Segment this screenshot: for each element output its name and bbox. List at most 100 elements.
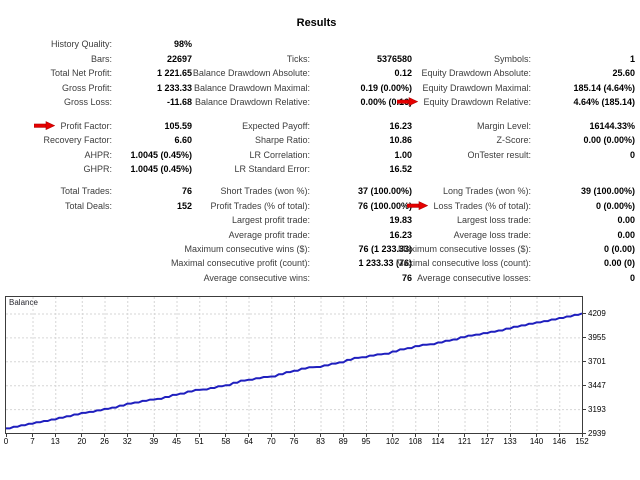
stat-label-right: Loss Trades (% of total):	[407, 201, 531, 211]
chart-legend: Balance	[9, 298, 38, 307]
x-axis-tick-label: 51	[194, 437, 204, 446]
stat-label-right: Equity Drawdown Relative:	[397, 96, 531, 107]
stat-label-text: OnTester result:	[467, 149, 531, 160]
x-axis-tick	[225, 434, 227, 437]
x-axis-tick	[32, 434, 34, 437]
stat-label-text: Balance Drawdown Absolute:	[192, 68, 310, 79]
y-axis-tick-label: 3193	[588, 404, 606, 414]
x-axis-tick-label: 152	[575, 437, 589, 446]
stat-label-right: Largest loss trade:	[412, 215, 531, 225]
stat-label-text: Total Trades:	[60, 186, 112, 197]
x-axis-tick	[437, 434, 439, 437]
stat-label-right: Maximum consecutive losses ($):	[398, 244, 531, 254]
x-axis-tick-label: 121	[457, 437, 472, 446]
stats-table: History Quality: 98% Bars: 22697 Ticks: 53765…	[0, 37, 640, 285]
stat-value-middle: 16.23	[389, 229, 412, 240]
stat-label-text: Expected Payoff:	[242, 120, 310, 131]
stat-value-left: 98%	[173, 39, 192, 50]
x-axis-tick-label: 83	[316, 437, 325, 446]
x-axis-tick-label: 45	[172, 437, 181, 446]
balance-line	[6, 312, 582, 430]
stat-label-middle: Expected Payoff:	[192, 121, 310, 131]
stat-label-text: Equity Drawdown Absolute:	[421, 68, 531, 79]
stats-row: GHPR: 1.0045 (0.45%) LR Standard Error: 16.…	[0, 162, 640, 176]
stat-value-middle: 0.19 (0.00%)	[360, 82, 412, 93]
stat-label-text: LR Standard Error:	[234, 164, 310, 175]
x-axis-tick	[486, 434, 488, 437]
x-axis-tick-label: 58	[221, 437, 231, 446]
stat-label-text: Profit Trades (% of total):	[210, 200, 310, 211]
stat-label-middle: Maximum consecutive wins ($):	[184, 244, 310, 254]
stat-value-left: 6.60	[174, 135, 192, 146]
stats-row: Gross Loss: -11.68 Balance Drawdown Relati…	[0, 95, 640, 109]
stat-label-middle: LR Correlation:	[192, 150, 310, 160]
stat-label-text: Sharpe Ratio:	[254, 135, 310, 146]
x-axis-tick	[54, 434, 56, 437]
stat-value-left: 22697	[166, 53, 192, 64]
stat-value-middle: 1.00	[394, 149, 412, 160]
stat-value-middle: 16.52	[389, 164, 412, 175]
stats-row: Maximal consecutive profit (count): 1 233…	[0, 256, 640, 270]
y-axis-tick-label: 3447	[588, 380, 606, 390]
stat-label-left: Total Net Profit:	[0, 68, 112, 78]
stat-label-right: Maximal consecutive loss (count):	[396, 258, 531, 268]
stat-label-text: Maximal consecutive loss (count):	[395, 258, 531, 269]
stat-value-left: 105.59	[164, 120, 192, 131]
stat-value-right: 185.14 (4.64%)	[573, 82, 635, 93]
y-axis-tick-label: 3701	[588, 356, 606, 366]
y-axis-tick	[583, 337, 586, 339]
stats-row: Total Net Profit: 1 221.65 Balance Drawdow…	[0, 66, 640, 80]
stat-label-text: Average consecutive losses:	[417, 272, 531, 283]
stat-label-text: Total Deals:	[64, 200, 112, 211]
stat-label-left: Total Trades:	[0, 186, 112, 196]
stat-value-right: 4.64% (185.14)	[573, 96, 635, 107]
x-axis-tick-label: 39	[149, 437, 159, 446]
stats-row: Gross Profit: 1 233.33 Balance Drawdown Ma…	[0, 80, 640, 94]
stat-label-text: Short Trades (won %):	[220, 186, 310, 197]
stat-label-text: LR Correlation:	[249, 149, 310, 160]
stat-label-left: Gross Loss:	[0, 97, 112, 107]
stat-label-text: Maximum consecutive wins ($):	[184, 244, 310, 254]
x-axis-tick	[81, 434, 83, 437]
stat-label-text: Average profit trade:	[228, 229, 310, 240]
stat-value-right: 25.60	[612, 68, 635, 79]
stat-value-right: 16144.33%	[589, 120, 635, 131]
red-arrow-icon	[397, 97, 419, 107]
x-axis-tick-label: 0	[3, 437, 9, 446]
x-axis-tick	[270, 434, 272, 437]
stat-label-middle: Balance Drawdown Relative:	[192, 97, 310, 107]
stat-label-left: Gross Profit:	[0, 83, 112, 93]
stat-label-middle: Maximal consecutive profit (count):	[171, 258, 310, 268]
stat-label-text: Recovery Factor:	[43, 135, 112, 146]
stats-row: Total Trades: 76 Short Trades (won %): 37 (…	[0, 184, 640, 198]
stat-value-left: 1.0045 (0.45%)	[130, 149, 192, 160]
stat-value-middle: 0.00% (0.16)	[360, 96, 412, 107]
stat-label-text: GHPR:	[83, 164, 112, 175]
stat-label-text: Maximum consecutive losses ($):	[397, 244, 531, 254]
stat-label-text: Largest loss trade:	[456, 215, 531, 226]
stat-label-middle: Average profit trade:	[192, 230, 310, 240]
x-axis-tick-label: 95	[361, 437, 371, 446]
stat-label-right: Average loss trade:	[412, 230, 531, 240]
x-axis-tick	[5, 434, 7, 437]
stat-label-text: Long Trades (won %):	[442, 186, 531, 197]
x-axis-tick	[392, 434, 394, 437]
stat-label-text: Ticks:	[286, 53, 310, 64]
x-axis-tick-label: 146	[552, 437, 566, 446]
stat-label-text: Equity Drawdown Relative:	[423, 96, 531, 107]
stat-value-middle: 76 (100.00%)	[357, 200, 412, 211]
stat-label-text: AHPR:	[84, 149, 112, 160]
stat-value-middle: 19.83	[389, 215, 412, 226]
x-axis-tick-label: 64	[244, 437, 253, 446]
stat-label-text: Bars:	[90, 53, 112, 64]
stats-row: Largest profit trade: 19.83 Largest loss t…	[0, 213, 640, 227]
stat-label-middle: Short Trades (won %):	[192, 186, 310, 196]
x-axis-tick	[176, 434, 178, 437]
stat-value-middle: 76 (1 233.33)	[358, 244, 412, 254]
x-axis-tick	[509, 434, 511, 437]
x-axis-tick	[248, 434, 250, 437]
stat-label-text: Balance Drawdown Maximal:	[193, 82, 310, 93]
stat-label-text: Largest profit trade:	[231, 215, 310, 226]
red-arrow-icon	[34, 121, 56, 131]
